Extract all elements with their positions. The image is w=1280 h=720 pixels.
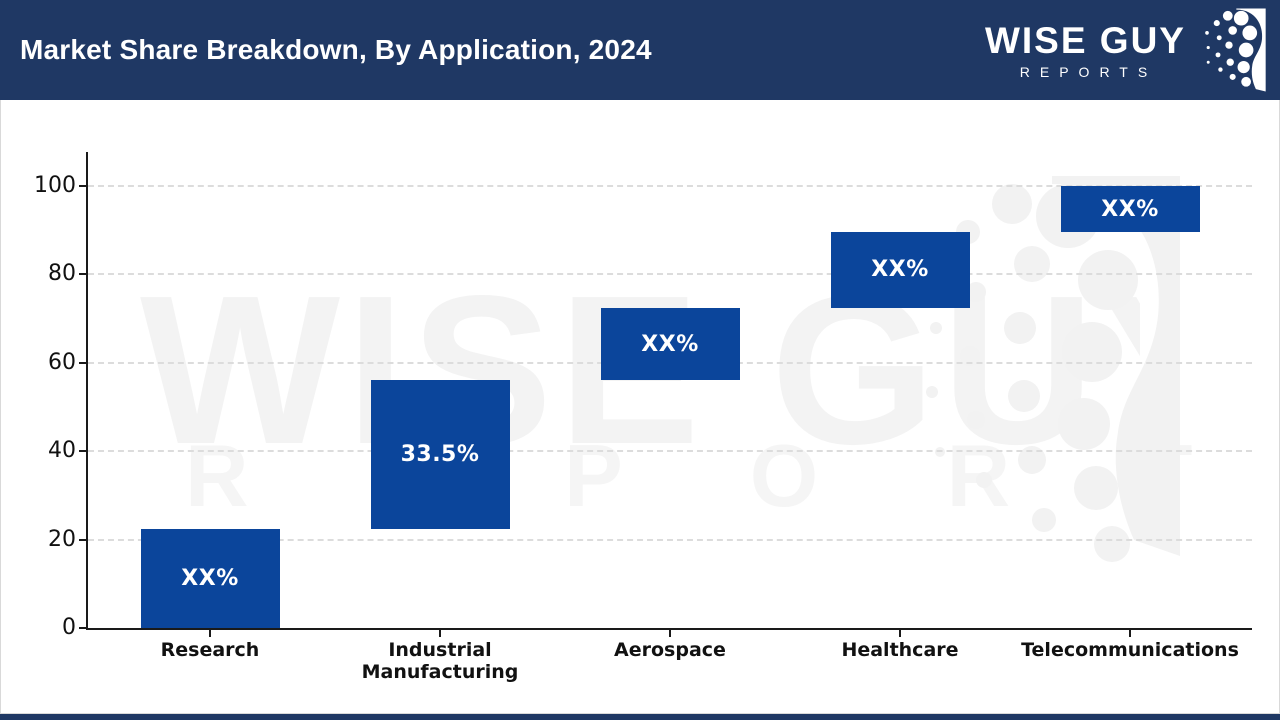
- x-axis-tickmark: [1129, 630, 1131, 637]
- gridline: [88, 450, 1252, 453]
- x-axis-line: [86, 628, 1252, 630]
- x-axis-category-label: Industrial Manufacturing: [361, 639, 519, 683]
- y-axis-line: [86, 152, 88, 630]
- x-axis-tickmark: [899, 630, 901, 637]
- gridline: [88, 273, 1252, 276]
- brand-logo: WISE GUY REPORTS: [985, 6, 1266, 94]
- y-axis-tickmark: [79, 538, 86, 541]
- x-axis-tickmark: [669, 630, 671, 637]
- bar-aerospace: XX%: [600, 307, 740, 381]
- bar-value-label: XX%: [871, 257, 929, 283]
- y-axis-tickmark: [79, 185, 86, 187]
- bar-value-label: XX%: [641, 331, 699, 357]
- footer-accent-bar: [0, 714, 1280, 720]
- y-axis-tickmark: [79, 450, 86, 453]
- y-axis-tickmark: [79, 273, 86, 276]
- header-bar: Market Share Breakdown, By Application, …: [0, 0, 1280, 100]
- dotted-head-icon: [1205, 8, 1266, 92]
- y-axis-tick-label: 0: [62, 615, 76, 640]
- gridline: [88, 538, 1252, 541]
- bar-industrial-manufacturing: 33.5%: [370, 380, 510, 529]
- y-axis-tickmark: [79, 361, 86, 364]
- brand-name: WISE GUY: [984, 19, 1186, 61]
- x-axis-tickmark: [439, 630, 441, 637]
- brand-logo-text: WISE GUY REPORTS: [985, 22, 1186, 79]
- y-axis-tick-label: 40: [48, 438, 76, 464]
- bar-healthcare: XX%: [830, 232, 970, 308]
- y-axis-tick-label: 20: [48, 526, 76, 552]
- y-axis-tick-label: 80: [48, 261, 76, 287]
- x-axis-tickmark: [209, 630, 211, 637]
- bar-value-label: 33.5%: [400, 442, 480, 467]
- bar-value-label: XX%: [1101, 196, 1159, 222]
- gridline: [88, 185, 1252, 187]
- bar-value-label: XX%: [181, 565, 239, 591]
- bar-telecommunications: XX%: [1060, 186, 1200, 233]
- y-axis-tick-label: 100: [34, 173, 76, 198]
- y-axis-tick-label: 60: [48, 349, 76, 375]
- bar-research: XX%: [140, 528, 280, 628]
- brand-subname: REPORTS: [1019, 63, 1158, 80]
- x-axis-category-label: Aerospace: [614, 639, 726, 661]
- x-axis-category-label: Healthcare: [841, 639, 959, 661]
- x-axis-category-label: Telecommunications: [1021, 639, 1239, 661]
- y-axis-tickmark: [79, 627, 86, 629]
- page-title: Market Share Breakdown, By Application, …: [20, 34, 652, 65]
- x-axis-category-label: Research: [160, 639, 260, 661]
